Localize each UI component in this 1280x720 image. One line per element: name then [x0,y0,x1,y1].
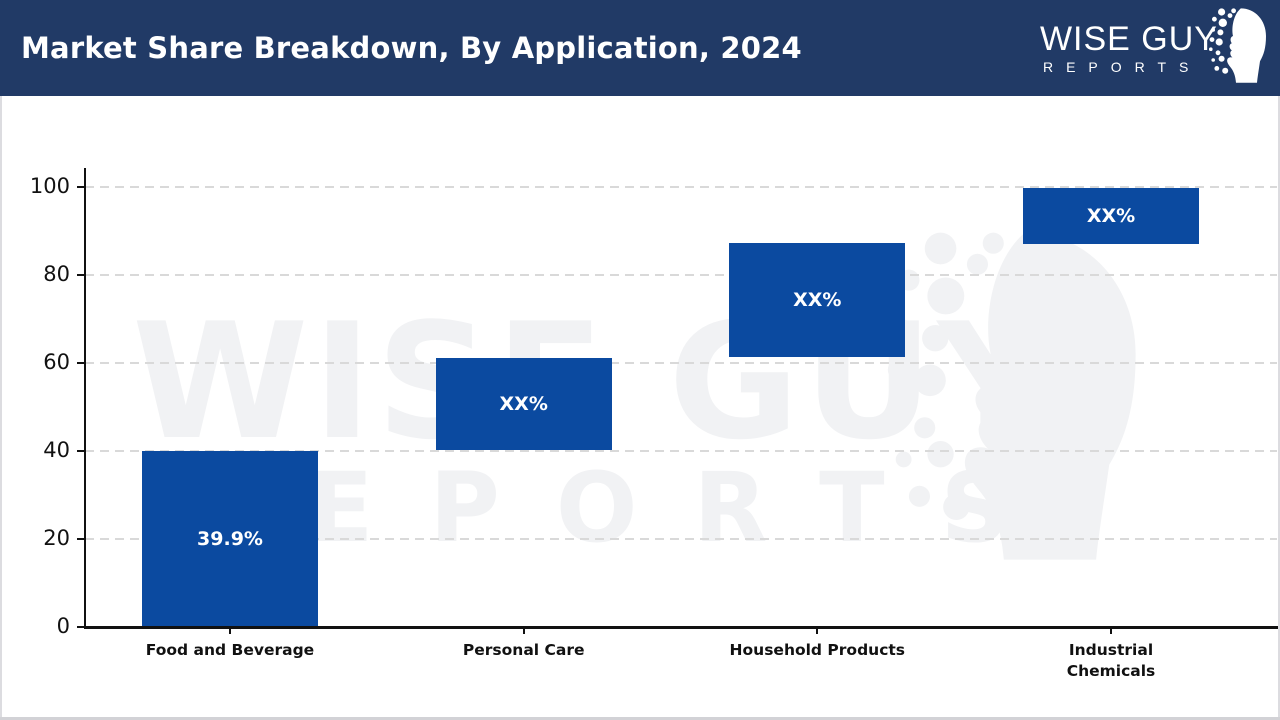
brand-logo: WISE GUY REPORTS [1040,8,1272,84]
y-axis-tick-label: 20 [43,526,70,550]
y-axis-tick-label: 60 [43,350,70,374]
header-bar: Market Share Breakdown, By Application, … [0,0,1280,96]
category-label: Household Products [729,641,906,659]
page-title: Market Share Breakdown, By Application, … [21,31,802,65]
x-axis-tick [816,627,819,634]
y-axis-tick-label: 80 [43,262,70,286]
bar-personal-care: XX% [435,357,612,450]
y-axis-tick-label: 40 [43,438,70,462]
category-label: Food and Beverage [145,641,315,659]
x-axis-tick [1110,627,1112,634]
y-axis-tick [77,274,85,276]
page-bottom-border [0,717,1280,720]
y-axis-tick [77,362,85,364]
brand-logo-text: WISE GUY REPORTS [1040,21,1218,75]
y-axis-tick [77,626,85,628]
gridline-y40 [85,450,1277,452]
brand-name: WISE GUY [1039,20,1218,58]
gridline-y20 [85,538,1277,540]
bar-household-products: XX% [729,243,906,358]
x-axis-tick [229,627,231,634]
bar-value-label: XX% [793,289,842,312]
bar-food-and-beverage: 39.9% [142,451,318,627]
watermark-head-icon [885,232,1136,560]
category-label: Personal Care [462,641,585,659]
gridline-y60 [85,362,1277,364]
category-label: Industrial Chemicals [1066,641,1156,680]
page-left-border [0,0,2,720]
brand-subtitle: REPORTS [1042,59,1202,75]
bar-value-label: 39.9% [197,528,263,551]
bar-industrial-chemicals: XX% [1023,187,1199,245]
y-axis-tick [77,186,85,188]
y-axis-tick [77,538,85,540]
gridline-y100 [85,186,1277,188]
y-axis-line [84,168,86,629]
gridline-y80 [85,274,1277,276]
page-right-border [1278,0,1280,720]
y-axis-tick-label: 100 [29,174,70,198]
x-axis-line [84,626,1278,629]
y-axis-tick-label: 0 [56,614,70,638]
bar-value-label: XX% [1086,205,1136,228]
y-axis-tick [77,450,85,452]
wiseguy-head-icon [1209,8,1266,83]
bar-value-label: XX% [499,392,548,415]
x-axis-tick [522,627,525,634]
